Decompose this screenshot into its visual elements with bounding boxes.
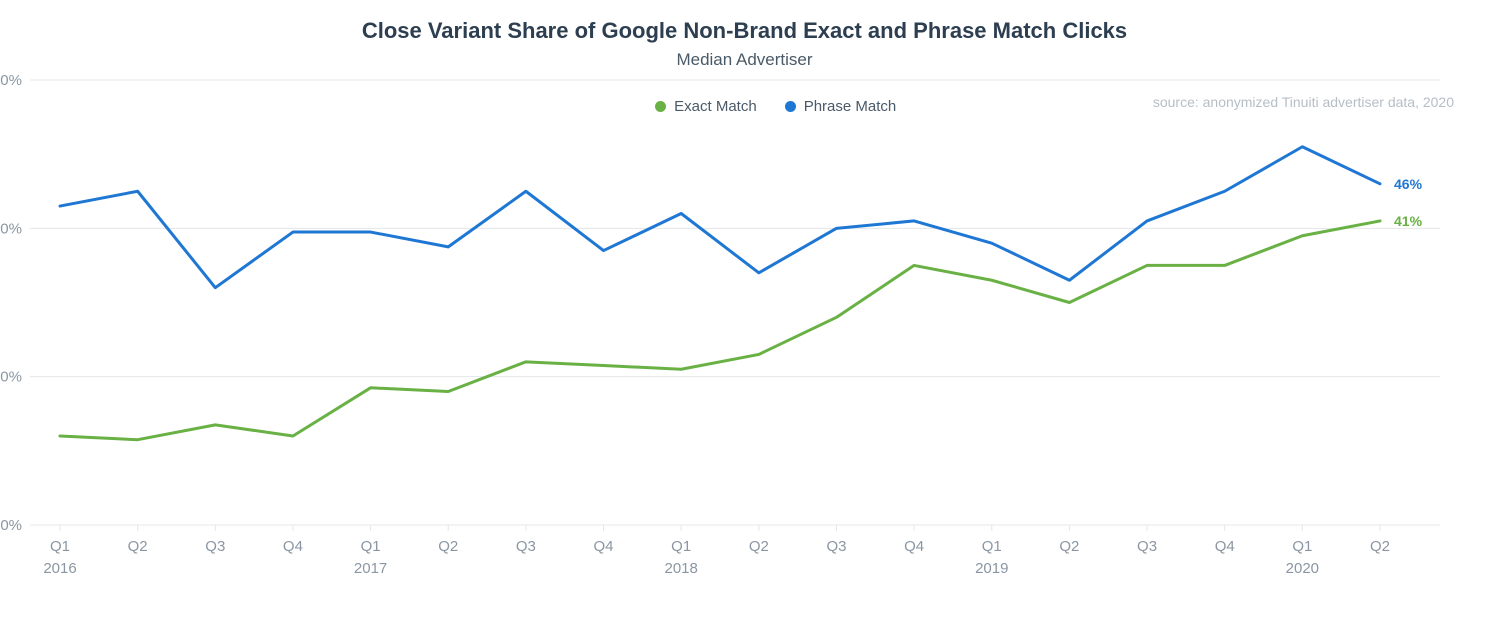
y-tick-label: 60% — [0, 72, 22, 89]
x-tick-quarter: Q4 — [283, 538, 303, 555]
x-tick-quarter: Q1 — [982, 538, 1002, 555]
x-tick-quarter: Q1 — [50, 538, 70, 555]
x-tick-year: 2020 — [1286, 560, 1319, 577]
legend-label: Phrase Match — [804, 98, 897, 115]
x-tick-quarter: Q1 — [1292, 538, 1312, 555]
x-tick-quarter: Q3 — [205, 538, 225, 555]
chart-subtitle: Median Advertiser — [0, 50, 1489, 70]
legend-marker — [655, 101, 666, 112]
y-tick-label: 20% — [0, 369, 22, 386]
line-chart: Close Variant Share of Google Non-Brand … — [0, 0, 1489, 623]
chart-title: Close Variant Share of Google Non-Brand … — [0, 18, 1489, 44]
legend-label: Exact Match — [674, 98, 757, 115]
x-tick-quarter: Q2 — [1059, 538, 1079, 555]
y-tick-label: 40% — [0, 220, 22, 237]
y-tick-label: 0% — [0, 517, 22, 534]
series-end-label: 41% — [1394, 213, 1423, 229]
x-tick-quarter: Q4 — [594, 538, 614, 555]
source-note: source: anonymized Tinuiti advertiser da… — [1153, 94, 1454, 110]
x-tick-quarter: Q4 — [904, 538, 924, 555]
series-line — [60, 221, 1380, 440]
series-end-label: 46% — [1394, 176, 1423, 192]
legend: Exact Match Phrase Match — [655, 98, 896, 115]
legend-item: Exact Match — [655, 98, 757, 115]
x-tick-year: 2017 — [354, 560, 387, 577]
x-tick-quarter: Q3 — [516, 538, 536, 555]
x-tick-quarter: Q2 — [438, 538, 458, 555]
x-tick-quarter: Q4 — [1215, 538, 1235, 555]
legend-marker — [785, 101, 796, 112]
x-tick-quarter: Q1 — [361, 538, 381, 555]
x-tick-quarter: Q2 — [128, 538, 148, 555]
x-tick-year: 2016 — [43, 560, 76, 577]
x-tick-year: 2018 — [664, 560, 697, 577]
legend-item: Phrase Match — [785, 98, 897, 115]
x-tick-quarter: Q2 — [749, 538, 769, 555]
x-tick-quarter: Q2 — [1370, 538, 1390, 555]
x-tick-quarter: Q3 — [1137, 538, 1157, 555]
x-tick-quarter: Q1 — [671, 538, 691, 555]
x-tick-year: 2019 — [975, 560, 1008, 577]
x-tick-quarter: Q3 — [826, 538, 846, 555]
